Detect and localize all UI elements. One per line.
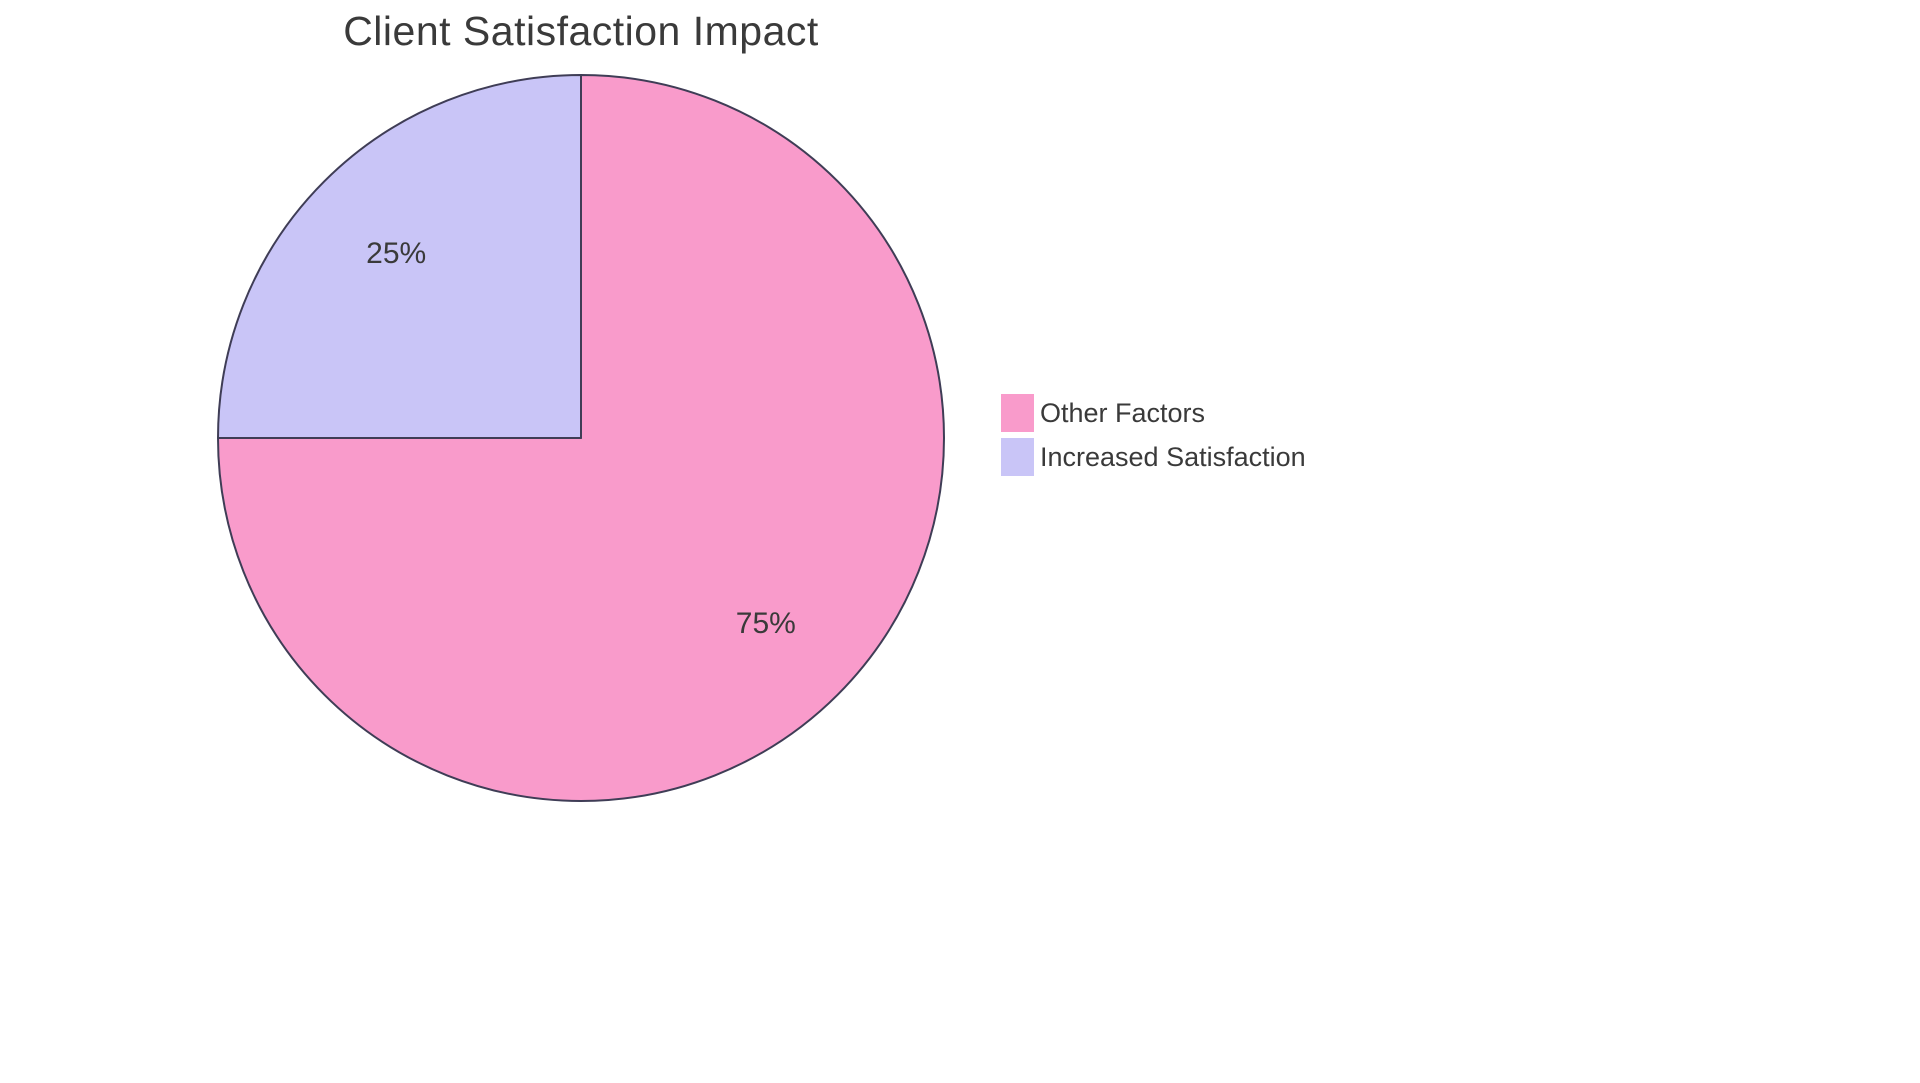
chart-title: Client Satisfaction Impact [343, 8, 819, 54]
legend-swatch-other-factors [1001, 394, 1034, 432]
pie-slice-increased-satisfaction[interactable] [217, 74, 582, 439]
legend-item-other-factors[interactable]: Other Factors [1001, 394, 1306, 432]
pie-slice-label-25: 25% [366, 237, 426, 270]
pie-slice-label-75: 75% [736, 607, 796, 640]
legend-label-increased-satisfaction: Increased Satisfaction [1040, 441, 1306, 472]
legend-label-other-factors: Other Factors [1040, 397, 1206, 428]
legend-swatch-increased-satisfaction [1001, 438, 1034, 476]
legend-item-increased-satisfaction[interactable]: Increased Satisfaction [1001, 438, 1306, 476]
legend: Other Factors Increased Satisfaction [1001, 394, 1306, 476]
